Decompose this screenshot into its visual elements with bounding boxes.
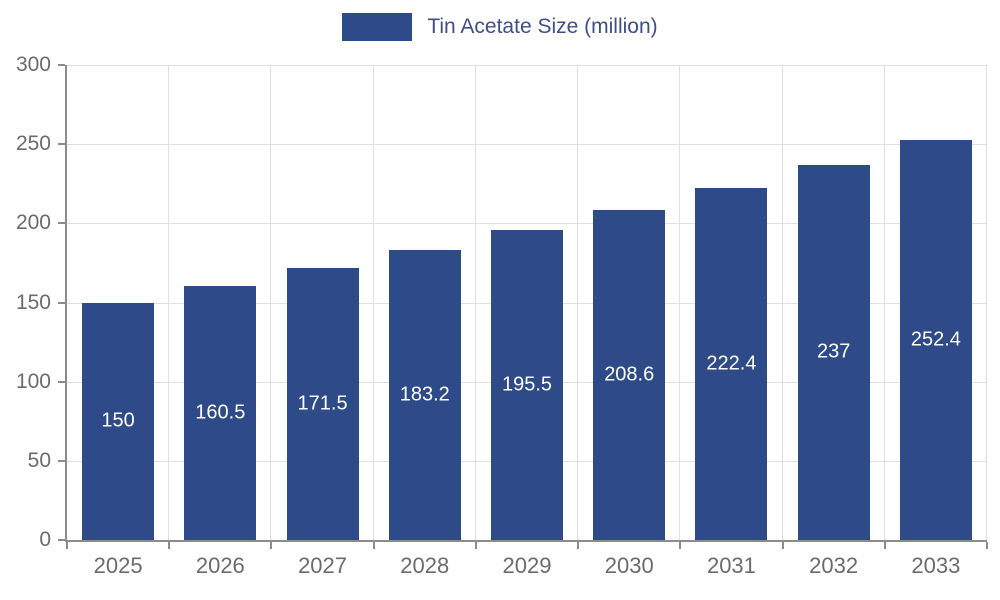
bar-2027: 171.5 bbox=[286, 268, 359, 540]
y-axis-label: 150 bbox=[15, 290, 51, 314]
x-gridline bbox=[577, 65, 579, 540]
y-gridline bbox=[67, 65, 987, 66]
y-axis-tick bbox=[58, 301, 65, 304]
y-axis-label: 50 bbox=[27, 448, 51, 472]
y-axis-label: 100 bbox=[15, 369, 51, 393]
bar-value-label-2032: 237 bbox=[816, 340, 851, 363]
y-axis-tick bbox=[58, 222, 65, 225]
bar-value-label-2029: 195.5 bbox=[501, 373, 553, 396]
x-axis-tick bbox=[270, 542, 273, 549]
x-axis-label-2025: 2025 bbox=[93, 553, 143, 578]
y-gridline bbox=[67, 144, 987, 146]
x-gridline bbox=[781, 65, 783, 540]
y-gridline bbox=[67, 223, 987, 225]
bar-2032: 237 bbox=[797, 164, 870, 540]
x-axis-label-2033: 2033 bbox=[911, 553, 961, 578]
bar-value-label-2026: 160.5 bbox=[195, 401, 246, 424]
x-axis-label-2027: 2027 bbox=[298, 553, 348, 578]
x-gridline bbox=[883, 65, 885, 540]
x-gridline bbox=[270, 65, 272, 540]
x-axis-label-2032: 2032 bbox=[809, 553, 859, 578]
x-gridline bbox=[474, 65, 476, 540]
y-axis-tick bbox=[58, 539, 65, 541]
x-gridline bbox=[679, 65, 681, 540]
y-axis-label: 300 bbox=[15, 53, 51, 76]
y-axis-tick bbox=[58, 64, 65, 66]
bar-value-label-2025: 150 bbox=[101, 409, 135, 432]
bar-value-label-2033: 252.4 bbox=[910, 328, 961, 351]
bar-2028: 183.2 bbox=[388, 249, 461, 540]
y-axis-tick bbox=[58, 143, 65, 146]
x-axis-tick bbox=[474, 542, 477, 549]
bar-2026: 160.5 bbox=[184, 285, 257, 540]
x-gridline bbox=[986, 65, 987, 540]
y-axis-label: 0 bbox=[39, 528, 51, 551]
bar-2033: 252.4 bbox=[899, 140, 972, 540]
y-axis-tick bbox=[58, 459, 65, 462]
x-axis-label-2029: 2029 bbox=[502, 553, 552, 578]
x-axis-tick bbox=[66, 542, 68, 549]
x-axis-label-2028: 2028 bbox=[400, 553, 450, 578]
bar-2025: 150 bbox=[82, 302, 155, 540]
x-axis-tick bbox=[679, 542, 682, 549]
x-axis-tick bbox=[986, 542, 988, 549]
x-axis-tick bbox=[168, 542, 171, 549]
bar-value-label-2027: 171.5 bbox=[297, 392, 348, 415]
x-gridline bbox=[372, 65, 374, 540]
x-axis-tick bbox=[781, 542, 784, 549]
x-gridline bbox=[168, 65, 170, 540]
bar-value-label-2028: 183.2 bbox=[399, 383, 450, 406]
plot-area: 0 50 100 150 200 250 300 150 2025 160.5 2026 171.5 2… bbox=[16, 53, 988, 578]
bar-2029: 195.5 bbox=[491, 230, 563, 540]
bar-value-label-2030: 208.6 bbox=[604, 363, 655, 386]
bar-2031: 222.4 bbox=[695, 187, 768, 540]
y-axis-tick bbox=[58, 380, 65, 383]
bar-2030: 208.6 bbox=[593, 209, 666, 540]
x-axis-label-2031: 2031 bbox=[706, 553, 756, 578]
legend[interactable]: Tin Acetate Size (million) bbox=[0, 13, 1000, 41]
x-axis-label-2030: 2030 bbox=[604, 553, 654, 578]
bar-value-label-2031: 222.4 bbox=[706, 352, 757, 375]
legend-swatch bbox=[342, 13, 413, 41]
y-axis-label: 250 bbox=[15, 132, 51, 156]
y-axis-label: 200 bbox=[15, 211, 51, 235]
x-axis-label-2026: 2026 bbox=[195, 553, 245, 578]
x-axis-tick bbox=[372, 542, 375, 549]
x-axis-tick bbox=[883, 542, 886, 549]
x-axis-tick bbox=[577, 542, 580, 549]
legend-label: Tin Acetate Size (million) bbox=[427, 15, 658, 38]
